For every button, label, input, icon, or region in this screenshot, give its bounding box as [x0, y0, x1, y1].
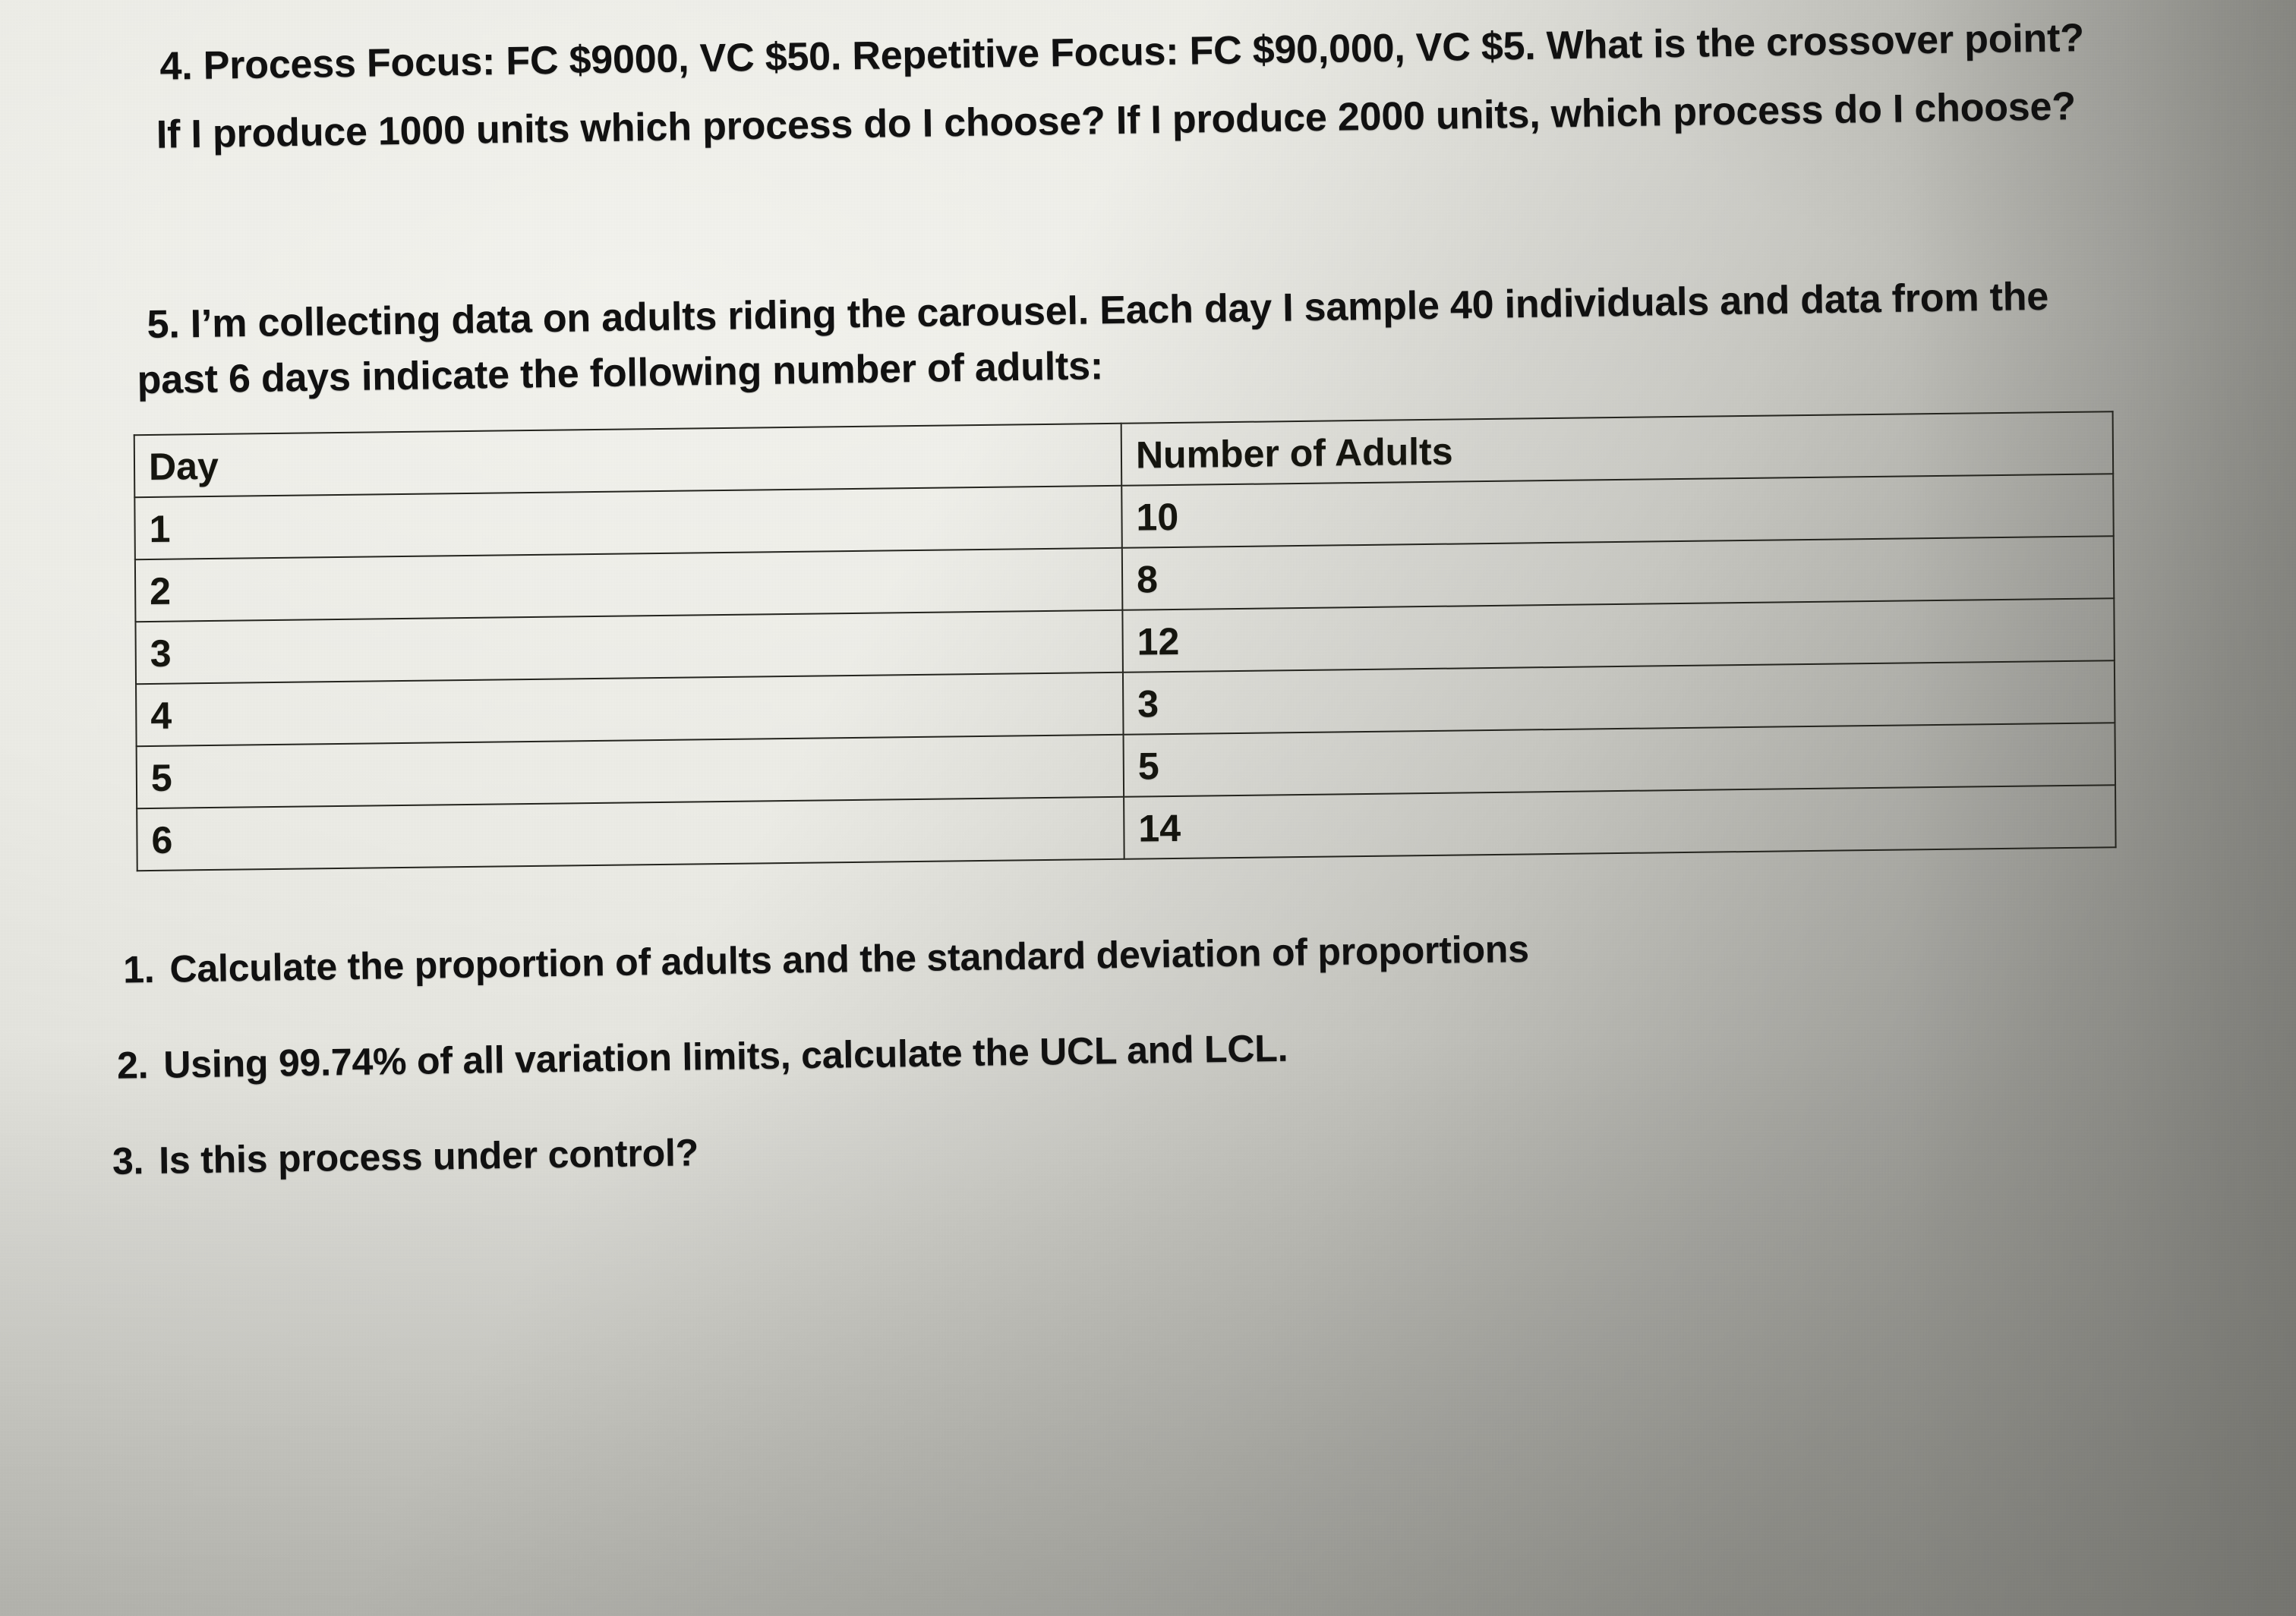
subitem-3-number: 3. [112, 1139, 144, 1183]
cell-day: 1 [134, 485, 1122, 560]
adults-data-table: Day Number of Adults 1 10 2 8 3 12 4 3 [134, 411, 2116, 871]
cell-adults: 8 [1121, 536, 2115, 610]
cell-day: 4 [136, 672, 1124, 747]
question-4-line-2: If I produce 1000 units which process do… [156, 84, 2077, 157]
question-4-line-1: 4. Process Focus: FC $9000, VC $50. Repe… [159, 16, 2085, 89]
subitem-2: 2. Using 99.74% of all variation limits, … [117, 1026, 1288, 1088]
subitem-3-text: Is this process under control? [158, 1131, 699, 1182]
subitem-2-text: Using 99.74% of all variation limits, ca… [162, 1026, 1288, 1086]
cell-day: 6 [137, 796, 1124, 871]
subitem-1-text: Calculate the proportion of adults and t… [169, 928, 1530, 991]
cell-adults: 10 [1121, 474, 2114, 548]
cell-adults: 3 [1122, 660, 2115, 735]
cell-day: 5 [136, 734, 1124, 809]
subitem-2-number: 2. [116, 1044, 149, 1087]
subitem-1: 1. Calculate the proportion of adults and… [123, 927, 1529, 991]
cell-day: 2 [134, 547, 1123, 622]
header-adults: Number of Adults [1121, 411, 2114, 486]
header-day: Day [134, 423, 1122, 498]
question-5-line-2: past 6 days indicate the following numbe… [137, 344, 1104, 403]
question-5-line-1: 5. I’m collecting data on adults riding … [147, 274, 2049, 347]
cell-adults: 12 [1122, 598, 2115, 673]
subitem-1-number: 1. [122, 947, 155, 991]
cell-adults: 14 [1124, 785, 2116, 859]
subitem-3: 3. Is this process under control? [112, 1130, 699, 1183]
cell-adults: 5 [1123, 723, 2116, 797]
cell-day: 3 [135, 610, 1123, 685]
